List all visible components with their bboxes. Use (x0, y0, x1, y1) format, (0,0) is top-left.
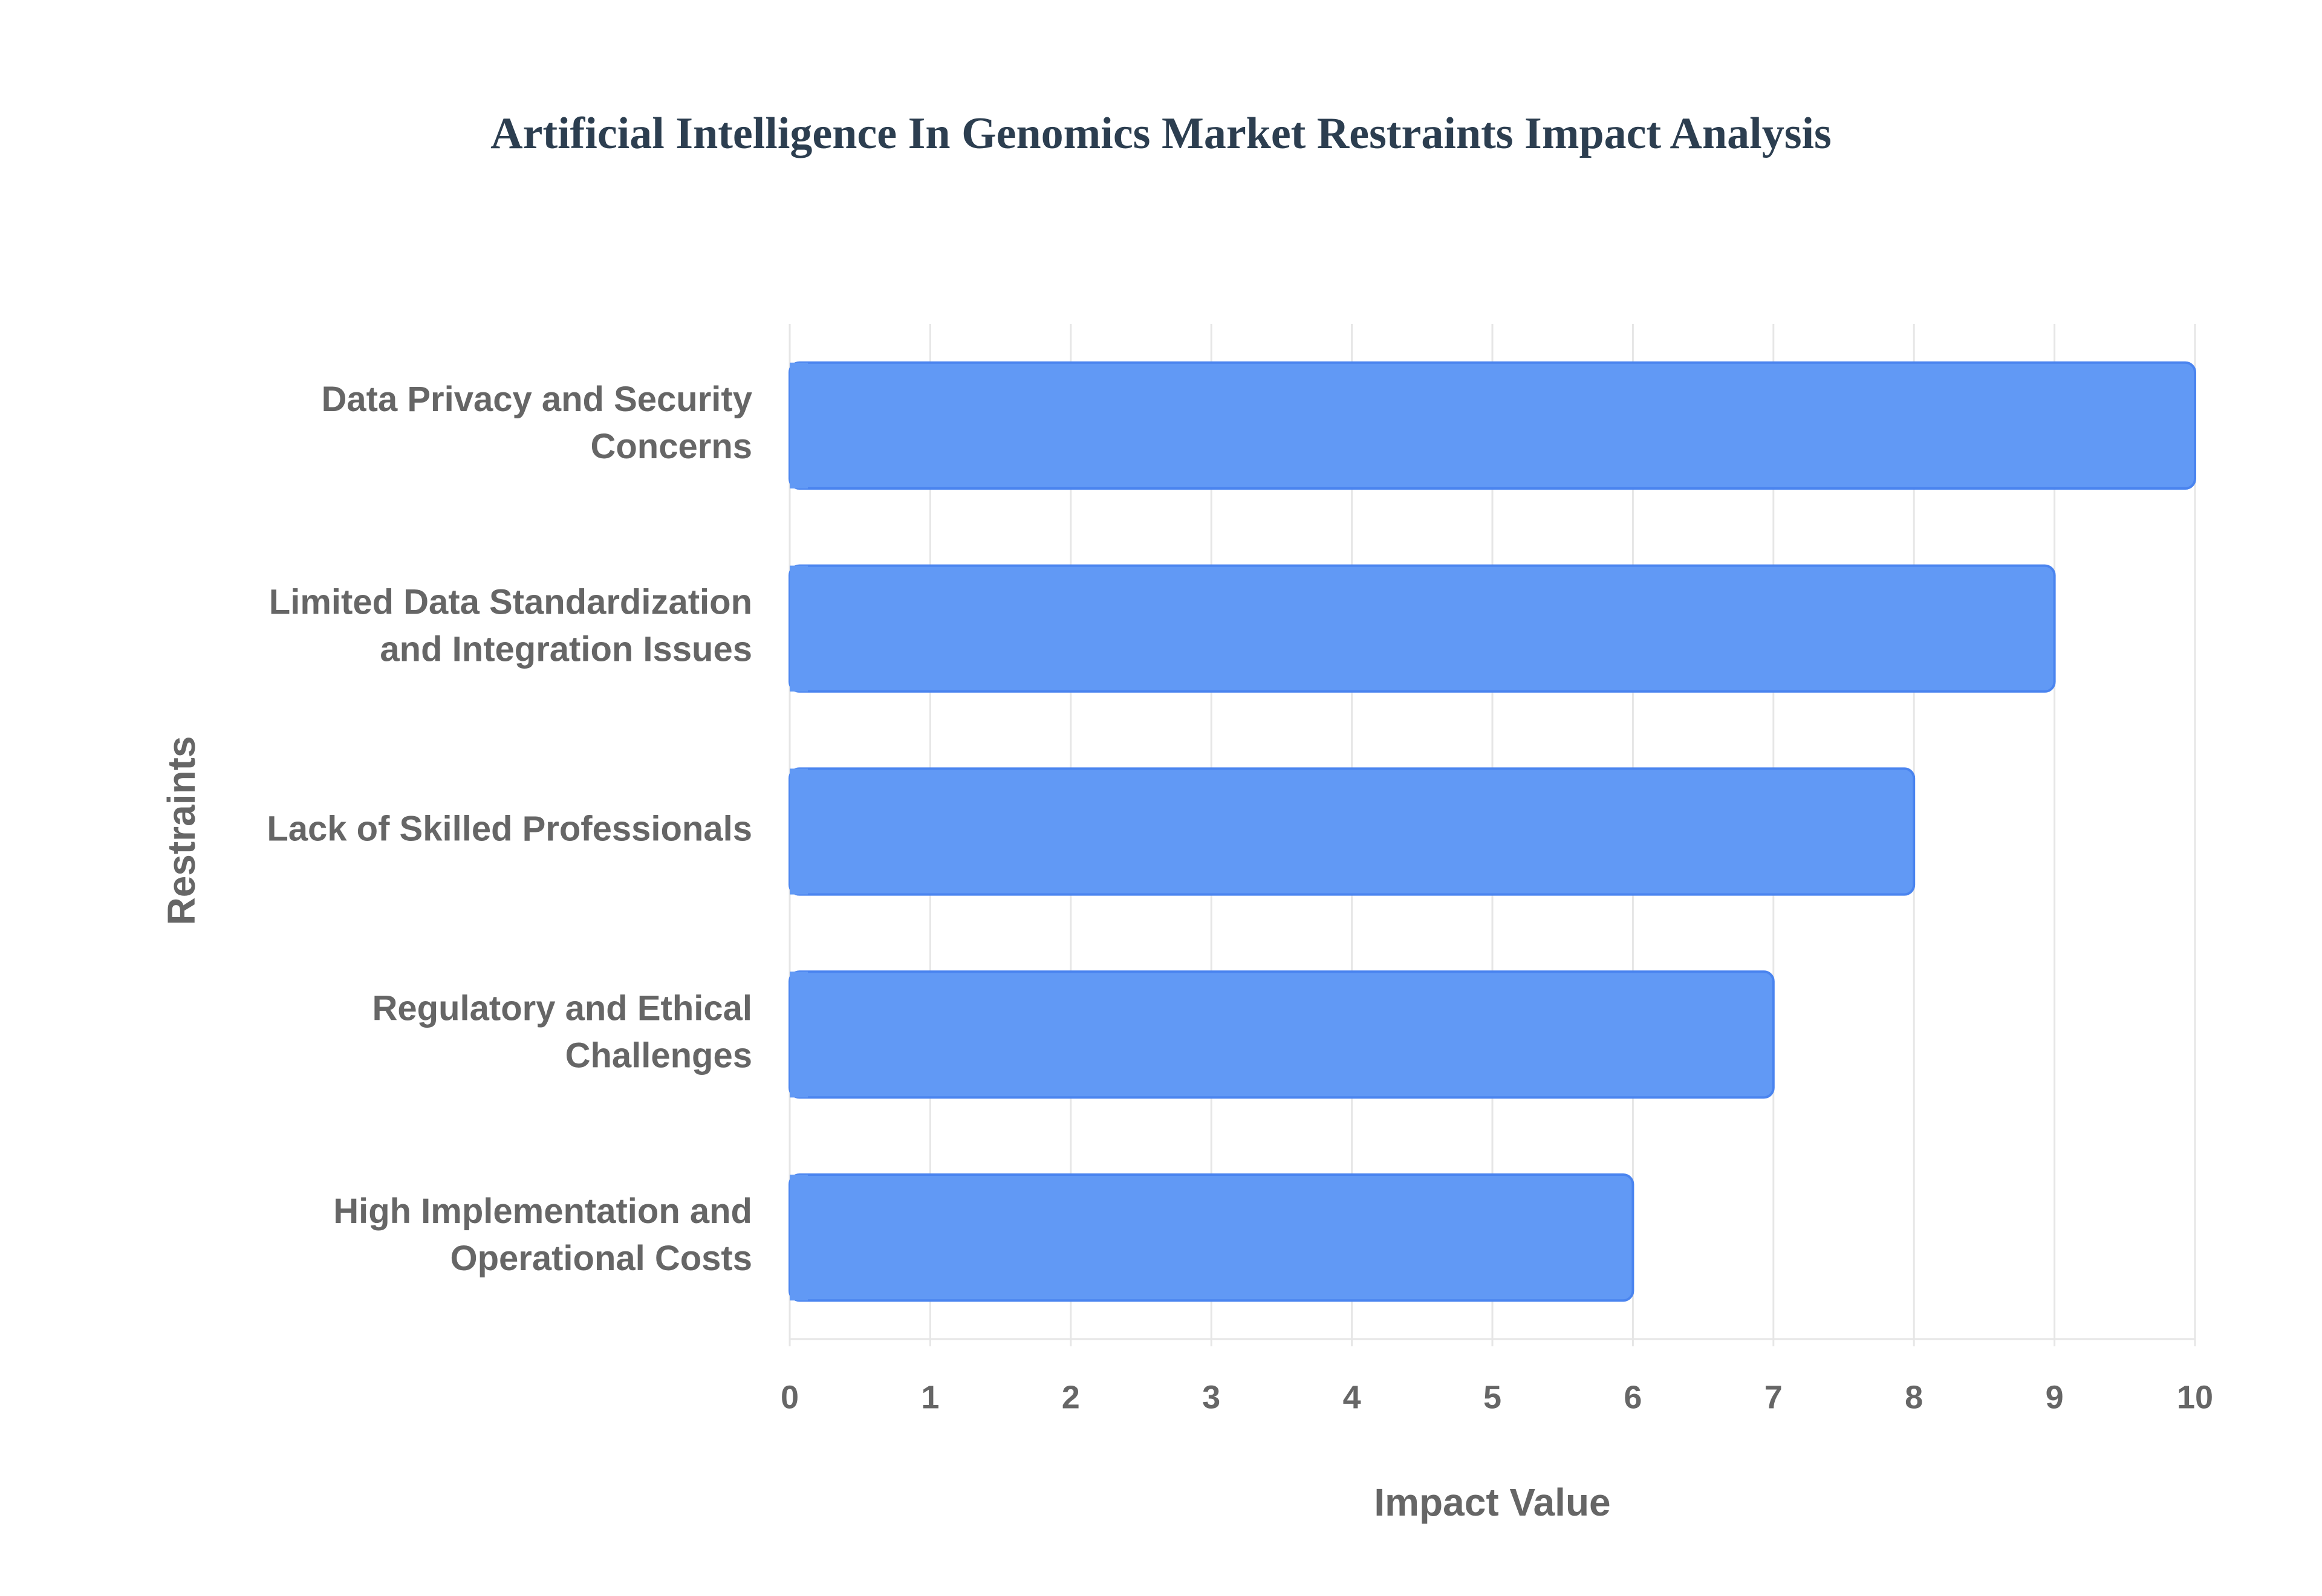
bar-left-edge (790, 768, 808, 895)
bar (789, 564, 2056, 693)
x-tick-label: 7 (1764, 1379, 1783, 1415)
bar-left-edge (790, 565, 808, 692)
x-tick-label: 5 (1483, 1379, 1501, 1415)
y-tick-label: Data Privacy and Security Concerns (322, 380, 752, 466)
x-axis-tick-labels: 0 1 2 3 4 5 6 7 8 9 10 (781, 1379, 2213, 1415)
x-axis-label: Impact Value (1374, 1481, 1610, 1524)
bars (789, 361, 2196, 1302)
y-tick-label: Regulatory and Ethical Challenges (372, 989, 752, 1075)
x-tick-label: 9 (2046, 1379, 2064, 1415)
chart-title: Artificial Intelligence In Genomics Mark… (490, 109, 1832, 158)
bar-left-edge (790, 1175, 808, 1301)
y-tick-label: Lack of Skilled Professionals (267, 809, 752, 849)
x-tick-label: 2 (1062, 1379, 1080, 1415)
x-tick-label: 8 (1905, 1379, 1923, 1415)
x-tick-label: 0 (781, 1379, 799, 1415)
bar (789, 361, 2196, 490)
bar (789, 767, 1916, 896)
y-tick-label: Limited Data Standardization and Integrat… (269, 583, 752, 669)
y-axis-label: Restraints (160, 736, 203, 926)
y-tick-label: High Implementation and Operational Costs (333, 1192, 752, 1278)
x-tick-label: 3 (1202, 1379, 1220, 1415)
x-tick-label: 10 (2177, 1379, 2213, 1415)
x-tick-label: 1 (921, 1379, 939, 1415)
bar (789, 970, 1775, 1099)
bar (789, 1173, 1634, 1302)
x-tick-label: 6 (1624, 1379, 1642, 1415)
bar-left-edge (790, 362, 808, 488)
x-tick-label: 4 (1343, 1379, 1361, 1415)
bar-left-edge (790, 972, 808, 1098)
y-axis-tick-labels: Data Privacy and Security Concerns Limited… (267, 380, 752, 1278)
